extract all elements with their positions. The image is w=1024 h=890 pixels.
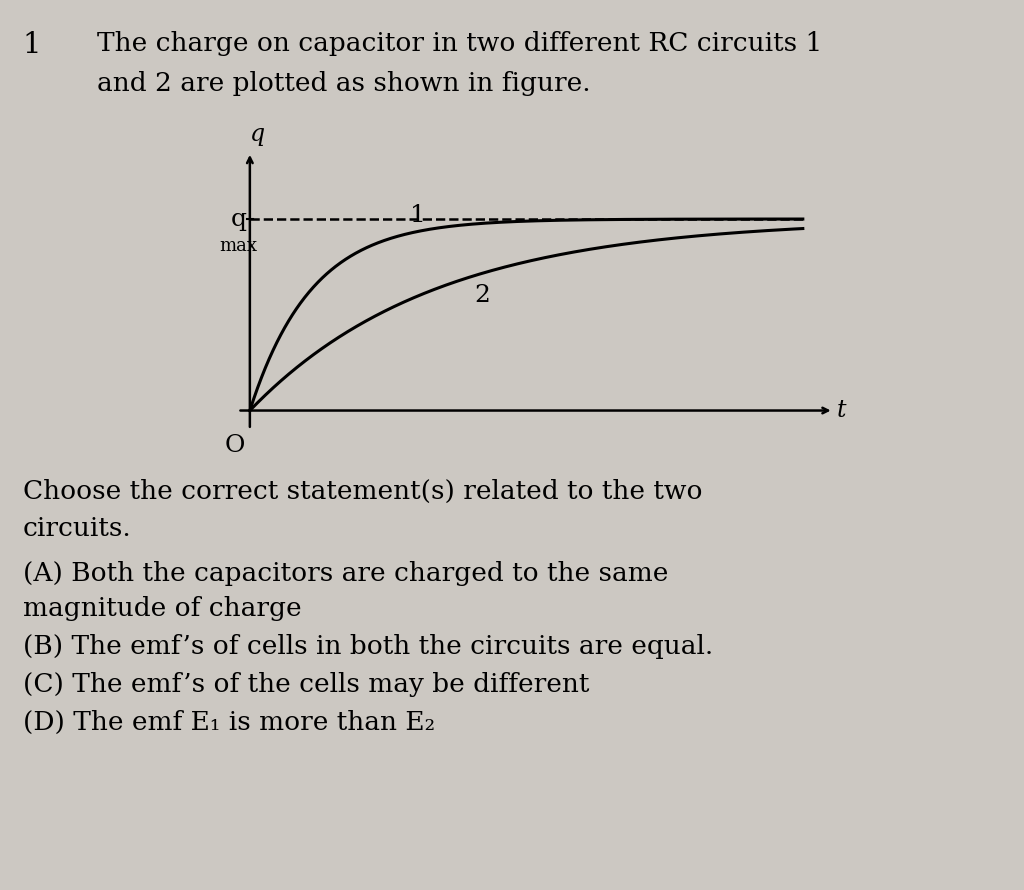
Text: q: q <box>230 207 247 231</box>
Text: Choose the correct statement(s) related to the two: Choose the correct statement(s) related … <box>23 479 702 504</box>
Text: (C) The emf’s of the cells may be different: (C) The emf’s of the cells may be differ… <box>23 672 589 697</box>
Text: t: t <box>837 399 846 422</box>
Text: and 2 are plotted as shown in figure.: and 2 are plotted as shown in figure. <box>97 71 591 96</box>
Text: magnitude of charge: magnitude of charge <box>23 596 301 621</box>
Text: (A) Both the capacitors are charged to the same: (A) Both the capacitors are charged to t… <box>23 561 668 586</box>
Text: (D) The emf E₁ is more than E₂: (D) The emf E₁ is more than E₂ <box>23 710 434 735</box>
Text: The charge on capacitor in two different RC circuits 1: The charge on capacitor in two different… <box>97 31 822 56</box>
Text: 2: 2 <box>474 285 490 307</box>
Text: q: q <box>250 123 265 146</box>
Text: O: O <box>224 433 245 457</box>
Text: 1: 1 <box>23 31 41 59</box>
Text: 1: 1 <box>410 204 425 227</box>
Text: circuits.: circuits. <box>23 516 131 541</box>
Text: max: max <box>219 237 257 255</box>
Text: (B) The emf’s of cells in both the circuits are equal.: (B) The emf’s of cells in both the circu… <box>23 634 713 659</box>
